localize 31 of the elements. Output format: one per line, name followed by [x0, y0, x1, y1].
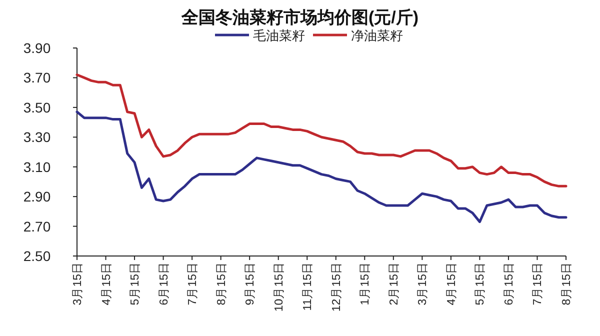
- x-tick-label: 9月15日: [244, 262, 257, 306]
- y-tick-label: 2.90: [23, 188, 51, 205]
- line-series: [76, 110, 568, 224]
- x-tick-label: 10月15日: [272, 262, 286, 312]
- line-series: [76, 73, 568, 188]
- y-tick-label: 3.90: [23, 40, 51, 56]
- y-tick-label: 3.50: [23, 99, 51, 116]
- x-tick-label: 4月15日: [444, 262, 458, 306]
- legend-label: 毛油菜籽: [253, 28, 305, 43]
- x-tick-label: 3月15日: [71, 262, 84, 306]
- x-tick-label: 3月15日: [416, 262, 430, 306]
- y-tick-label: 3.30: [23, 129, 51, 146]
- x-tick-label: 5月15日: [128, 262, 142, 306]
- y-tick-label: 3.10: [23, 158, 51, 175]
- legend-label: 净油菜籽: [351, 28, 403, 43]
- y-tick-label: 2.70: [23, 218, 51, 234]
- y-tick-label: 3.70: [23, 70, 51, 86]
- x-tick-label: 7月15日: [186, 262, 200, 306]
- x-tick-label: 8月15日: [560, 262, 573, 306]
- x-tick-label: 1月15日: [358, 262, 372, 306]
- x-tick-label: 12月15日: [330, 262, 343, 312]
- x-tick-label: 6月15日: [157, 262, 170, 306]
- x-tick-label: 7月15日: [531, 262, 544, 306]
- x-tick-label: 11月15日: [301, 262, 314, 311]
- x-tick-label: 6月15日: [502, 262, 516, 306]
- x-tick-label: 5月15日: [474, 262, 487, 306]
- x-tick-label: 8月15日: [214, 262, 228, 306]
- x-tick-label: 2月15日: [387, 262, 400, 306]
- chart-title: 全国冬油菜籽市场均价图(元/斤): [180, 8, 419, 27]
- x-tick-label: 4月15日: [100, 262, 113, 306]
- y-tick-label: 2.50: [23, 248, 51, 264]
